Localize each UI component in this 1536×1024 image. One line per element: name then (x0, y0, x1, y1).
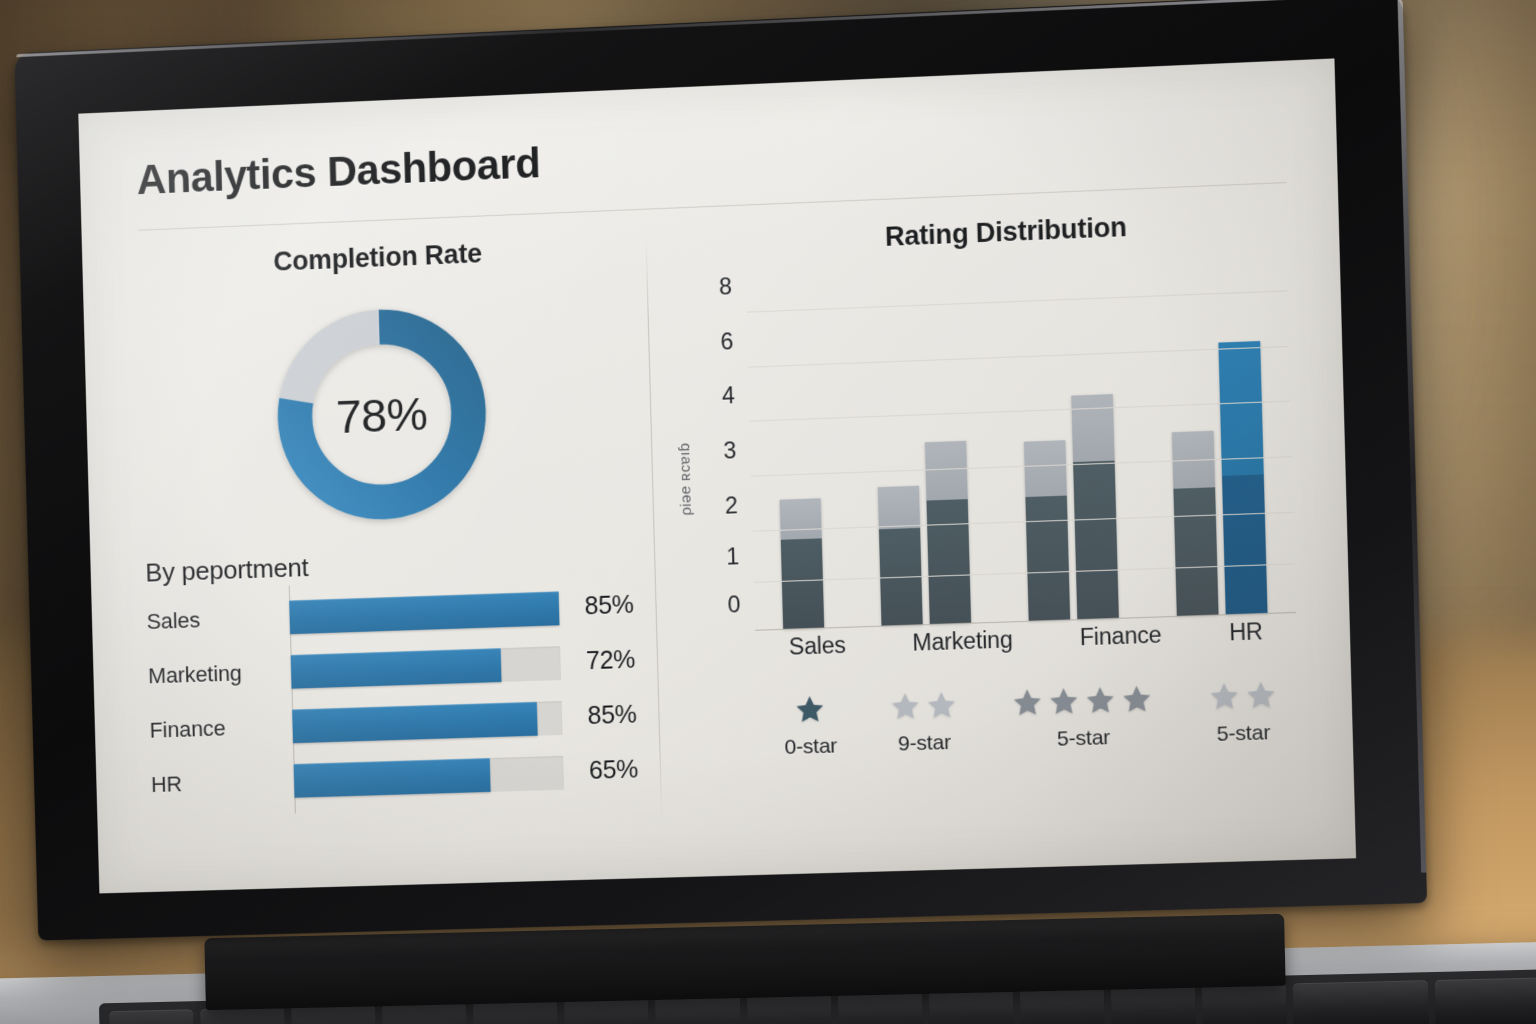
department-value-label: 85% (587, 700, 637, 731)
department-name: HR (150, 770, 183, 797)
bar-group (872, 280, 972, 626)
stacked-bar (1023, 440, 1071, 621)
star-icon (1086, 686, 1115, 714)
star-icon-row (888, 688, 958, 723)
bar-group (774, 286, 825, 629)
star-icon (1210, 682, 1239, 710)
bar-segment-upper (1217, 340, 1264, 476)
star-icon (891, 692, 920, 720)
department-bar-fill (293, 757, 491, 798)
bar-segment-base (1172, 487, 1219, 616)
department-value-label: 65% (588, 755, 639, 785)
y-axis-tick: 0 (727, 590, 741, 618)
department-value-label: 72% (585, 645, 636, 676)
star-rating-caption: 5-star (1216, 721, 1271, 746)
star-rating-legend: 0-star 9-star 5-star 5-star (757, 678, 1306, 761)
department-bar-track (289, 590, 560, 634)
department-bar-track (292, 700, 563, 743)
department-bar-fill (292, 701, 538, 743)
department-name: Sales (146, 607, 201, 634)
dashboard-panels: Completion Rate (133, 205, 1309, 875)
rating-bar-chart: ρiəe ʀcɐıɓ 0 1 2 3 4 6 8 Sales Marketing Finance… (676, 259, 1304, 759)
completion-rate-title: Completion Rate (272, 238, 483, 277)
star-icon (796, 695, 824, 723)
rating-distribution-panel: Rating Distribution ρiəe ʀcɐıɓ 0 1 2 3 4 6 8 S… (646, 205, 1308, 861)
completion-rate-panel: Completion Rate (133, 232, 663, 876)
laptop-display: Analytics Dashboard Completion Rate (78, 58, 1357, 894)
department-bar-list: Sales 85% Marketing 72% Finance 85% HR 65% (146, 578, 639, 814)
stacked-bar (1217, 340, 1268, 615)
bar-groups (746, 267, 1296, 630)
bar-segment-base (1072, 460, 1119, 620)
bar-segment-base (781, 538, 825, 629)
star-rating-caption: 0-star (784, 734, 838, 760)
star-icon-row (1011, 682, 1155, 720)
department-bar-track (293, 755, 564, 798)
bar-segment-base (926, 498, 972, 625)
bar-segment-upper (1071, 394, 1115, 462)
y-axis-tick: 1 (725, 542, 740, 570)
star-rating-group: 5-star (1011, 682, 1156, 753)
x-axis-label: Marketing (912, 626, 1013, 656)
star-icon (1013, 688, 1042, 716)
bar-segment-upper (925, 441, 968, 501)
donut-chart-wrapper: 78% (134, 289, 631, 538)
star-icon (1050, 687, 1079, 715)
bar-segment-upper (780, 498, 823, 541)
star-icon (927, 691, 956, 719)
laptop-screen-lid: Analytics Dashboard Completion Rate (14, 0, 1428, 941)
completion-donut-chart: 78% (264, 295, 499, 534)
department-value-label: 85% (584, 590, 634, 621)
bar-segment-upper (877, 485, 921, 530)
donut-center-label: 78% (335, 386, 428, 443)
stacked-bar (1071, 394, 1119, 620)
star-rating-group: 5-star (1207, 678, 1279, 747)
star-icon-row (1207, 678, 1278, 714)
y-axis-tick: 4 (721, 382, 736, 409)
bar-segment-base (1221, 474, 1268, 615)
star-icon (1123, 685, 1152, 713)
star-rating-caption: 9-star (897, 730, 952, 756)
bar-group (1167, 268, 1268, 616)
y-axis-tick: 6 (720, 327, 734, 354)
rating-distribution-title: Rating Distribution (884, 211, 1128, 252)
dashboard-page: Analytics Dashboard Completion Rate (78, 58, 1356, 893)
y-axis-tick: 3 (723, 436, 737, 464)
stacked-bar (877, 485, 923, 626)
department-bar-fill (289, 590, 560, 634)
star-icon-row (793, 693, 827, 727)
y-axis-label: ρiəe ʀcɐıɓ (675, 442, 695, 516)
stacked-bar (780, 498, 825, 629)
bar-chart-plot-area: 0 1 2 3 4 6 8 (719, 267, 1297, 631)
y-axis-tick: 8 (718, 272, 733, 300)
star-icon (1246, 681, 1275, 709)
star-rating-group: 9-star (888, 688, 959, 756)
star-rating-caption: 5-star (1056, 726, 1111, 751)
star-rating-group: 0-star (783, 692, 837, 760)
y-axis-tick: 2 (724, 491, 739, 519)
x-axis-label: Sales (788, 631, 846, 660)
x-axis-label: HR (1228, 618, 1264, 646)
department-bar-track (290, 645, 561, 689)
department-name: Marketing (147, 660, 243, 688)
bar-segment-base (1025, 495, 1071, 621)
department-bar-fill (290, 647, 502, 689)
bar-segment-upper (1023, 440, 1067, 497)
x-axis-label: Finance (1079, 621, 1162, 651)
bar-group (1019, 274, 1119, 621)
department-name: Finance (149, 715, 226, 743)
